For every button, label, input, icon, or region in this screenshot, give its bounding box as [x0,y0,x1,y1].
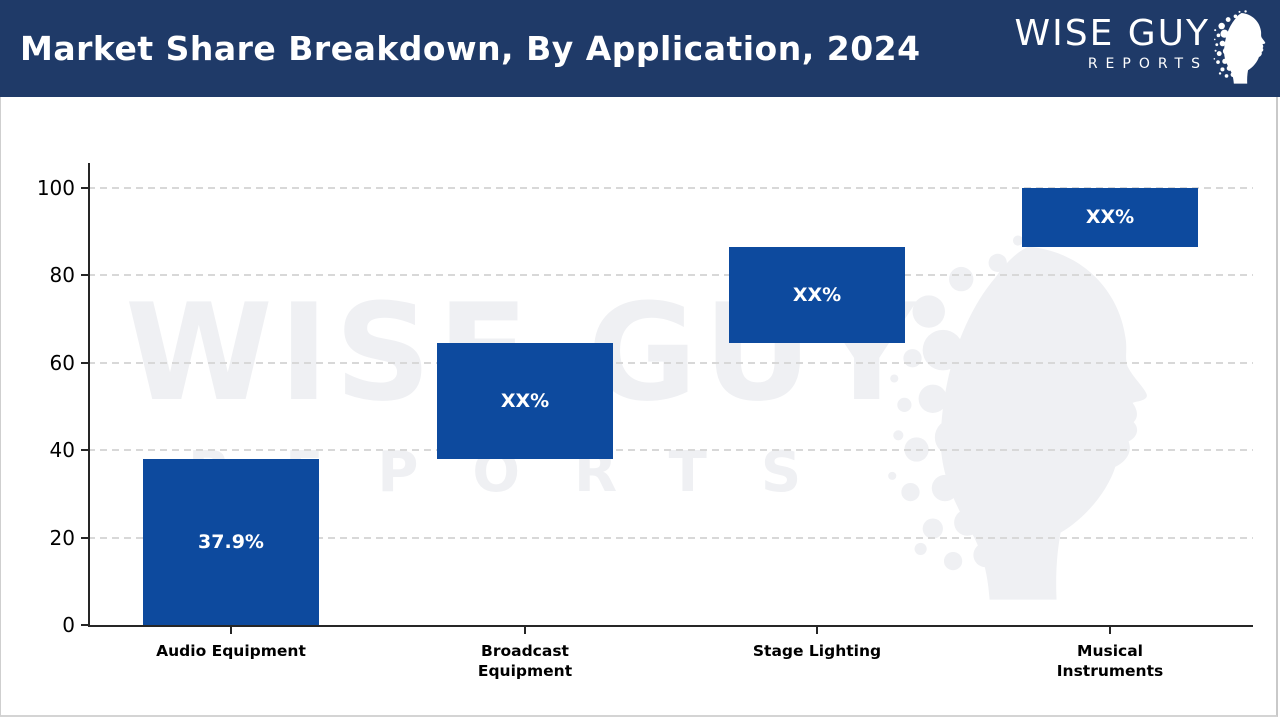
brand-logo: WISE GUY REPORTS [1014,13,1211,73]
category-label-line: Instruments [1056,662,1164,680]
y-axis-line [88,163,90,627]
y-tick-mark-0 [81,624,88,626]
x-tick-mark-1 [230,627,232,634]
x-tick-mark-3 [816,627,818,634]
x-category-label-1: Audio Equipment [131,641,331,661]
y-tick-mark-20 [81,536,88,539]
bar-broadcast-equipment: XX% [437,342,613,460]
y-tick-label-100: 100 [36,175,75,200]
header-banner: Market Share Breakdown, By Application, … [0,0,1280,97]
y-tick-label-40: 40 [49,438,75,462]
brand-logo-tagline: REPORTS [1087,56,1208,72]
x-tick-mark-2 [524,627,526,634]
y-tick-mark-100 [81,186,88,189]
bar-value-label: XX% [792,283,842,306]
x-axis-line [88,625,1253,627]
gridline-100 [88,186,1253,189]
y-tick-label-0: 0 [62,613,75,637]
gridline-60 [88,361,1253,364]
y-tick-label-80: 80 [49,263,75,287]
y-tick-mark-60 [81,361,88,364]
bar-value-label: XX% [500,390,550,412]
y-tick-label-20: 20 [49,525,75,550]
page-title: Market Share Breakdown, By Application, … [20,29,921,68]
bar-musical-instruments: XX% [1022,187,1198,247]
x-category-label-3: Stage Lighting [717,641,917,661]
category-label-line: Equipment [477,662,573,680]
y-tick-mark-40 [81,449,88,451]
category-label-line: Musical [1077,642,1143,660]
gridline-40 [88,449,1253,451]
bar-stage-lighting: XX% [729,247,905,343]
bar-value-label: 37.9% [198,531,264,554]
category-label-line: Audio Equipment [156,642,306,660]
bar-value-label: XX% [1085,206,1135,229]
y-tick-label-60: 60 [49,350,75,375]
brand-logo-wordmark: WISE GUY [1014,13,1210,54]
category-label-line: Broadcast [481,642,569,660]
bar-audio-equipment: 37.9% [143,459,319,625]
x-category-label-4: Musical Instruments [1010,641,1210,681]
x-category-label-2: Broadcast Equipment [425,641,625,681]
gridline-20 [88,536,1253,539]
y-tick-mark-80 [81,274,88,276]
category-label-line: Stage Lighting [752,642,882,660]
gridline-80 [88,274,1253,276]
x-tick-mark-4 [1109,627,1111,634]
